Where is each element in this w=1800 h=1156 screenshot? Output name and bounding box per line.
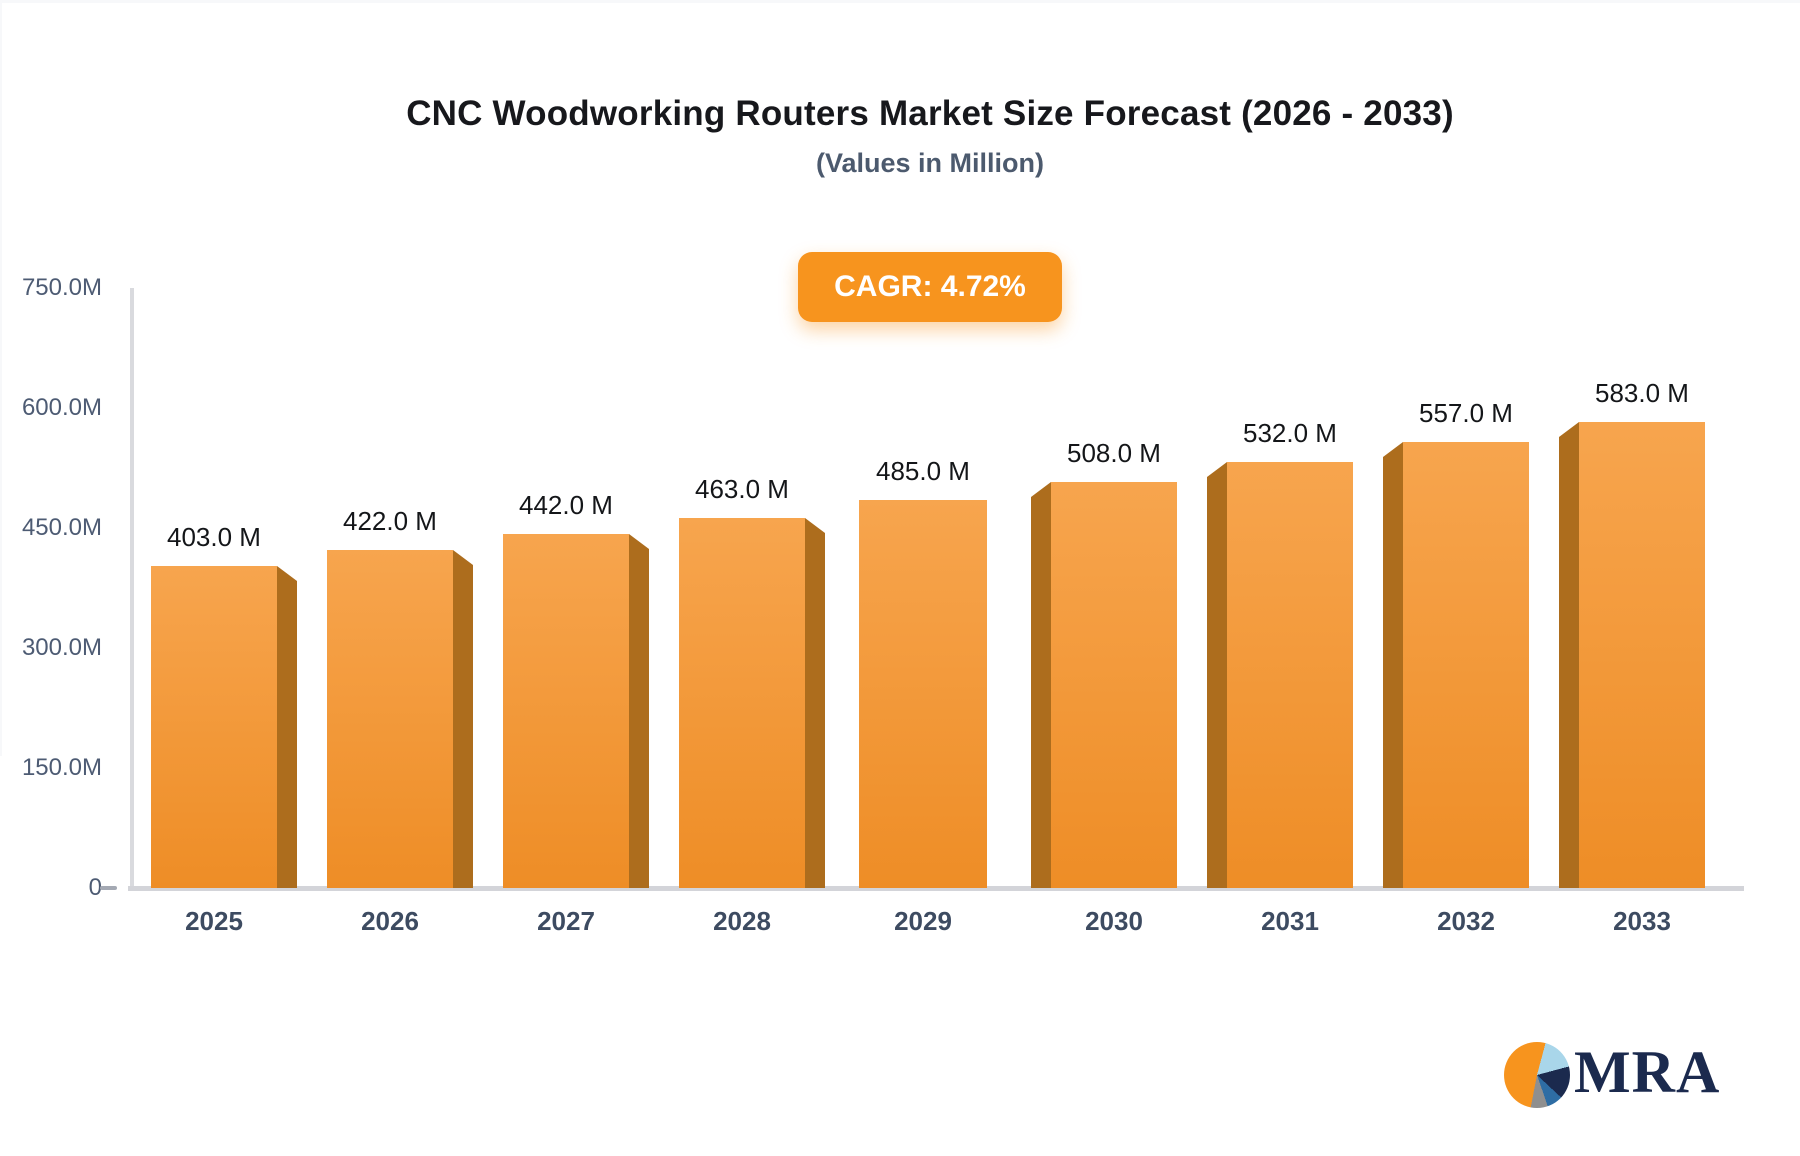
chart-subtitle: (Values in Million) [815, 148, 1045, 178]
bar-value-label: 508.0 M [1067, 438, 1161, 468]
chart-title: CNC Woodworking Routers Market Size Fore… [406, 94, 1454, 133]
bar-value-label: 583.0 M [1595, 378, 1689, 408]
bar [679, 518, 805, 888]
cagr-badge: CAGR: 4.72% [798, 252, 1062, 322]
bar-3d-side [629, 534, 649, 888]
bar-value-label: 422.0 M [343, 506, 437, 536]
left-border [0, 0, 2, 756]
x-axis-label: 2032 [1437, 906, 1495, 936]
bar-3d-side [277, 566, 297, 888]
bar-value-label: 557.0 M [1419, 398, 1513, 428]
bar [327, 550, 453, 888]
bar-3d-side [453, 550, 473, 888]
x-axis-label: 2027 [537, 906, 595, 936]
bar [503, 534, 629, 888]
bar-value-label: 463.0 M [695, 474, 789, 504]
bar [1579, 422, 1705, 888]
x-axis-baseline [128, 886, 1744, 891]
x-axis-label: 2031 [1261, 906, 1319, 936]
zero-tick-mark [100, 886, 117, 890]
bar [151, 566, 277, 888]
y-axis-tick-label: 750.0M [21, 274, 102, 301]
bar-value-label: 485.0 M [876, 456, 970, 486]
bar [1051, 482, 1177, 888]
bar-value-label: 403.0 M [167, 522, 261, 552]
top-border [0, 0, 1800, 3]
bar [1403, 442, 1529, 888]
y-axis-tick-label: 150.0M [21, 754, 102, 781]
bar-3d-side [805, 518, 825, 888]
x-axis-label: 2029 [894, 906, 952, 936]
bar-3d-side [1559, 422, 1579, 888]
bar-3d-side [1031, 482, 1051, 888]
x-axis-label: 2026 [361, 906, 419, 936]
y-axis-tick-label: 600.0M [21, 394, 102, 421]
logo-text: MRA [1574, 1039, 1721, 1105]
y-axis-line [130, 288, 134, 888]
x-axis-label: 2030 [1085, 906, 1143, 936]
x-axis-label: 2028 [713, 906, 771, 936]
x-axis-label: 2025 [185, 906, 243, 936]
bar-3d-side [1383, 442, 1403, 888]
y-axis-tick-label: 300.0M [21, 634, 102, 661]
bar-value-label: 532.0 M [1243, 418, 1337, 448]
y-axis-tick-label: 450.0M [21, 514, 102, 541]
pie-chart-icon [1504, 1042, 1570, 1108]
bar-3d-side [1207, 462, 1227, 888]
cagr-badge-wrap: CAGR: 4.72% [60, 252, 1800, 322]
bar-value-label: 442.0 M [519, 490, 613, 520]
y-axis-tick-label: 0 [88, 874, 102, 901]
bar [1227, 462, 1353, 888]
x-axis-label: 2033 [1613, 906, 1671, 936]
bar [859, 500, 987, 888]
